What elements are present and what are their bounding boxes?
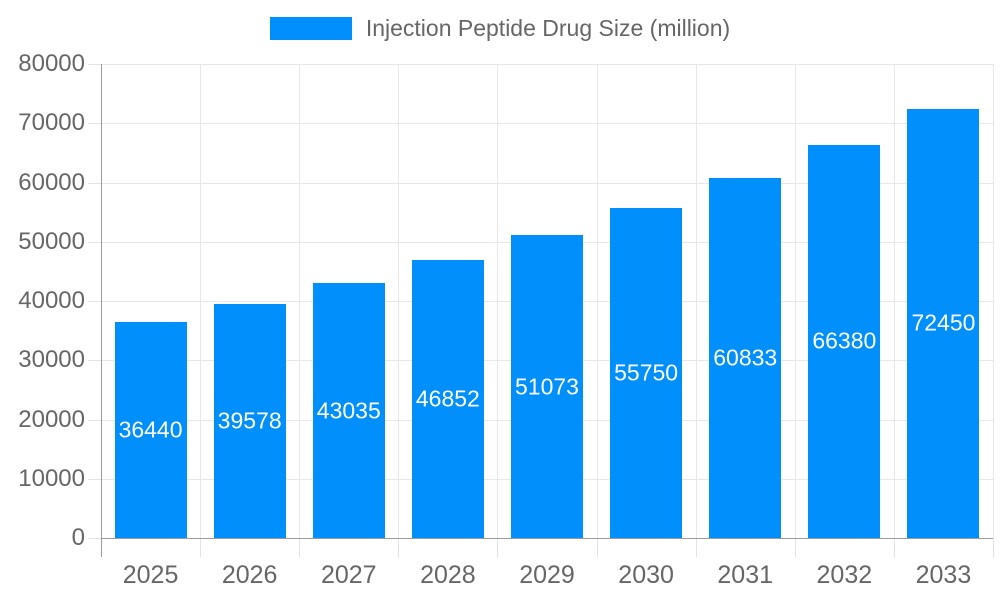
bar-2026[interactable] [213, 303, 286, 538]
y-axis-tick-label: 40000 [18, 287, 85, 314]
gridline-horizontal [101, 182, 993, 184]
bar-2030[interactable] [610, 207, 683, 538]
y-axis-tick [88, 123, 101, 125]
legend-item[interactable]: Injection Peptide Drug Size (million) [0, 17, 1000, 40]
bar-value-label: 55750 [614, 359, 679, 386]
gridline-vertical [596, 64, 598, 538]
bar-2032[interactable] [808, 144, 881, 538]
bar-2029[interactable] [511, 235, 583, 538]
x-axis-tick-label: 2027 [320, 561, 377, 589]
bar-2027[interactable] [312, 283, 385, 538]
bar-value-label: 39578 [217, 407, 282, 434]
bar-value-label: 36440 [118, 416, 183, 443]
bar-value-label: 43035 [316, 397, 381, 423]
gridline-horizontal [101, 64, 993, 65]
gridline-vertical [200, 64, 202, 538]
gridline-vertical [695, 64, 697, 538]
bar-2033[interactable] [907, 108, 980, 538]
y-axis-tick-label: 10000 [18, 464, 85, 492]
x-axis-tick [695, 538, 697, 557]
gridline-horizontal [101, 123, 993, 125]
x-axis-tick [893, 538, 895, 557]
x-axis-tick [299, 538, 301, 557]
x-axis-tick-label: 2029 [519, 561, 575, 589]
legend-label: Injection Peptide Drug Size (million) [365, 15, 731, 41]
x-axis-line [101, 538, 993, 539]
x-axis-tick [596, 538, 598, 557]
x-axis-tick [398, 538, 400, 557]
y-axis-tick [88, 64, 101, 65]
gridline-vertical [893, 64, 895, 538]
x-axis-tick [200, 538, 202, 557]
y-axis-tick [88, 360, 101, 362]
y-axis-tick-label: 20000 [18, 405, 85, 433]
x-axis-tick [497, 538, 499, 557]
y-axis-tick-label: 70000 [18, 109, 85, 137]
x-axis-tick-label: 2032 [816, 561, 873, 589]
x-axis-tick-label: 2030 [618, 561, 674, 589]
bar-value-label: 60833 [713, 344, 778, 371]
bar-2028[interactable] [411, 260, 484, 538]
bar-value-label: 46852 [415, 385, 480, 412]
y-axis-tick-label: 80000 [18, 50, 85, 77]
gridline-vertical [299, 64, 301, 538]
gridline-vertical [993, 64, 994, 538]
gridline-vertical [497, 64, 499, 538]
bar-value-label: 72450 [911, 309, 976, 336]
x-axis-tick-label: 2026 [221, 561, 278, 589]
y-axis-tick [88, 538, 101, 539]
x-axis-tick [993, 538, 994, 557]
x-axis-tick [794, 538, 796, 557]
y-axis-tick [88, 478, 101, 480]
gridline-vertical [794, 64, 796, 538]
x-axis-tick-label: 2028 [420, 561, 476, 589]
y-axis-tick [88, 419, 101, 421]
y-axis-tick-label: 30000 [18, 346, 85, 374]
bar-2031[interactable] [709, 177, 782, 538]
gridline-vertical [398, 64, 400, 538]
y-axis-tick-label: 50000 [18, 227, 85, 255]
legend-swatch [269, 17, 352, 40]
y-axis-tick [88, 182, 101, 184]
y-axis-line [101, 64, 102, 557]
bar-2025[interactable] [114, 322, 187, 538]
x-axis-tick-label: 2031 [717, 561, 774, 589]
bar-value-label: 51073 [515, 373, 579, 400]
y-axis-tick [88, 241, 101, 243]
y-axis-tick-label: 0 [71, 524, 85, 551]
y-axis-tick-label: 60000 [18, 168, 85, 196]
x-axis-tick-label: 2025 [122, 561, 179, 589]
y-axis-tick [88, 301, 101, 302]
bar-value-label: 66380 [812, 327, 877, 354]
x-axis-tick-label: 2033 [915, 561, 972, 589]
